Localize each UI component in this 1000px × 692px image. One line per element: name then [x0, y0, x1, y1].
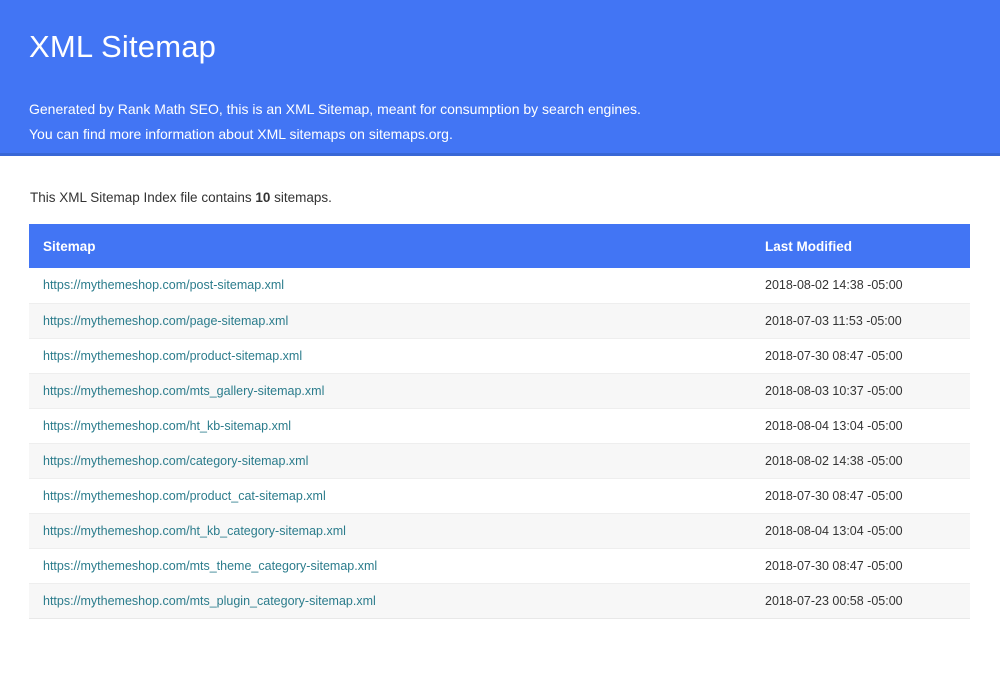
cell-last-modified: 2018-07-30 08:47 -05:00	[747, 477, 970, 513]
page-header: XML Sitemap Generated by Rank Math SEO, …	[0, 0, 1000, 156]
table-row: https://mythemeshop.com/post-sitemap.xml…	[29, 268, 970, 303]
sitemaps-org-link[interactable]: sitemaps.org.	[368, 126, 453, 142]
cell-last-modified: 2018-08-03 10:37 -05:00	[747, 372, 970, 408]
table-row: https://mythemeshop.com/category-sitemap…	[29, 442, 970, 478]
table-header: Sitemap Last Modified	[29, 224, 970, 268]
cell-last-modified: 2018-07-03 11:53 -05:00	[747, 302, 970, 338]
cell-last-modified: 2018-08-02 14:38 -05:00	[765, 278, 903, 293]
cell-last-modified: 2018-08-04 13:04 -05:00	[747, 407, 970, 443]
sitemap-index-table: Sitemap Last Modified https://mythemesho…	[29, 224, 970, 619]
sitemap-url-link[interactable]: https://mythemeshop.com/ht_kb-sitemap.xm…	[43, 418, 292, 433]
sitemap-url-link[interactable]: https://mythemeshop.com/mts_gallery-site…	[43, 383, 325, 398]
cell-sitemap-url: https://mythemeshop.com/product_cat-site…	[29, 477, 747, 513]
cell-sitemap-url: https://mythemeshop.com/post-sitemap.xml	[29, 268, 747, 303]
cell-sitemap-url: https://mythemeshop.com/ht_kb_category-s…	[29, 512, 747, 548]
header-description-line-2: You can find more information about XML …	[29, 122, 971, 147]
cell-last-modified: 2018-08-02 14:38 -05:00	[747, 442, 970, 478]
sitemap-url-link[interactable]: https://mythemeshop.com/category-sitemap…	[43, 453, 309, 468]
table-row: https://mythemeshop.com/ht_kb_category-s…	[29, 512, 970, 548]
header-description: Generated by Rank Math SEO, this is an X…	[29, 97, 971, 147]
sitemap-url-link[interactable]: https://mythemeshop.com/product_cat-site…	[43, 488, 326, 503]
cell-last-modified: 2018-07-30 08:47 -05:00	[747, 547, 970, 583]
cell-last-modified: 2018-08-04 13:04 -05:00	[747, 512, 970, 548]
column-header-last-modified[interactable]: Last Modified	[747, 224, 970, 268]
sitemap-url-link[interactable]: https://mythemeshop.com/ht_kb_category-s…	[43, 523, 346, 538]
cell-sitemap-url: https://mythemeshop.com/mts_plugin_categ…	[29, 582, 747, 618]
table-row: https://mythemeshop.com/mts_plugin_categ…	[29, 582, 970, 618]
table-row: https://mythemeshop.com/product-sitemap.…	[29, 337, 970, 373]
cell-last-modified: 2018-07-30 08:47 -05:00	[747, 337, 970, 373]
table-row: https://mythemeshop.com/ht_kb-sitemap.xm…	[29, 407, 970, 443]
summary-prefix: This XML Sitemap Index file contains	[30, 190, 256, 205]
header-description-line-1: Generated by Rank Math SEO, this is an X…	[29, 101, 641, 117]
table-row: https://mythemeshop.com/page-sitemap.xml…	[29, 302, 970, 338]
header-description-line-2-text: You can find more information about XML …	[29, 126, 369, 142]
summary-count: 10	[255, 190, 271, 205]
page-title: XML Sitemap	[29, 29, 217, 64]
column-header-sitemap[interactable]: Sitemap	[29, 224, 747, 268]
cell-sitemap-url: https://mythemeshop.com/mts_theme_catego…	[29, 547, 747, 583]
sitemap-url-link[interactable]: https://mythemeshop.com/page-sitemap.xml	[43, 313, 289, 328]
sitemap-url-link[interactable]: https://mythemeshop.com/mts_theme_catego…	[43, 558, 378, 573]
table-row: https://mythemeshop.com/product_cat-site…	[29, 477, 970, 513]
summary-suffix: sitemaps.	[270, 190, 332, 205]
sitemap-url-link[interactable]: https://mythemeshop.com/post-sitemap.xml	[43, 278, 285, 293]
cell-sitemap-url: https://mythemeshop.com/page-sitemap.xml	[29, 302, 747, 338]
sitemap-url-link[interactable]: https://mythemeshop.com/mts_plugin_categ…	[43, 593, 376, 608]
table-body: https://mythemeshop.com/post-sitemap.xml…	[29, 268, 970, 618]
cell-sitemap-url: https://mythemeshop.com/ht_kb-sitemap.xm…	[29, 407, 747, 443]
table-header-row: Sitemap Last Modified	[29, 224, 970, 268]
cell-last-modified: 2018-07-23 00:58 -05:00	[747, 582, 970, 618]
table-row: https://mythemeshop.com/mts_gallery-site…	[29, 372, 970, 408]
content-area: This XML Sitemap Index file contains 10 …	[0, 156, 1000, 619]
cell-sitemap-url: https://mythemeshop.com/category-sitemap…	[29, 442, 747, 478]
cell-sitemap-url: https://mythemeshop.com/mts_gallery-site…	[29, 372, 747, 408]
sitemap-index-summary: This XML Sitemap Index file contains 10 …	[29, 156, 971, 224]
table-row: https://mythemeshop.com/mts_theme_catego…	[29, 547, 970, 583]
cell-sitemap-url: https://mythemeshop.com/product-sitemap.…	[29, 337, 747, 373]
sitemap-url-link[interactable]: https://mythemeshop.com/product-sitemap.…	[43, 348, 303, 363]
